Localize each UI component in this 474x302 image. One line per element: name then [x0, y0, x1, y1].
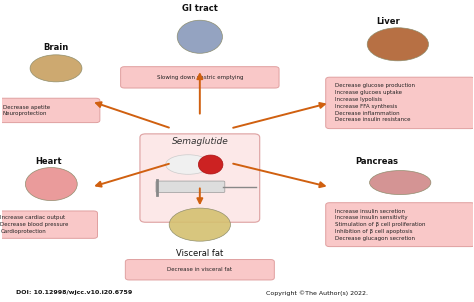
Text: Slowing down gastric emptying: Slowing down gastric emptying: [156, 75, 243, 80]
Ellipse shape: [165, 155, 210, 174]
FancyBboxPatch shape: [326, 203, 474, 247]
Text: Visceral fat: Visceral fat: [176, 249, 223, 258]
FancyBboxPatch shape: [120, 67, 279, 88]
Ellipse shape: [26, 168, 77, 201]
Text: Increase cardiac output
Decrease blood pressure
Cardioprotection: Increase cardiac output Decrease blood p…: [0, 215, 69, 234]
Text: Brain: Brain: [44, 43, 69, 52]
Ellipse shape: [367, 28, 428, 61]
Text: Liver: Liver: [376, 17, 401, 26]
Text: Increase insulin secretion
Increase insulin sensitivity
Stimulation of β cell pr: Increase insulin secretion Increase insu…: [335, 209, 426, 241]
Text: Semaglutide: Semaglutide: [172, 137, 228, 146]
Text: Decrease glucose production
Increase glucoes uptake
Increase lypolisis
Increase : Decrease glucose production Increase glu…: [335, 83, 415, 122]
FancyBboxPatch shape: [140, 134, 260, 222]
Ellipse shape: [169, 208, 230, 241]
Text: Decrease apetite
Neuroprotection: Decrease apetite Neuroprotection: [3, 104, 50, 116]
Ellipse shape: [30, 55, 82, 82]
Text: Heart: Heart: [36, 157, 62, 166]
FancyBboxPatch shape: [0, 211, 98, 238]
Ellipse shape: [177, 20, 222, 53]
Ellipse shape: [370, 171, 431, 194]
FancyBboxPatch shape: [156, 181, 225, 192]
Text: GI tract: GI tract: [182, 4, 218, 13]
Text: DOI: 10.12998/wjcc.v10.i20.6759: DOI: 10.12998/wjcc.v10.i20.6759: [16, 291, 132, 295]
Ellipse shape: [199, 155, 223, 174]
Text: Decrease in visceral fat: Decrease in visceral fat: [167, 267, 232, 272]
Text: Copyright ©The Author(s) 2022.: Copyright ©The Author(s) 2022.: [266, 290, 368, 296]
FancyBboxPatch shape: [125, 259, 274, 280]
Text: Pancreas: Pancreas: [355, 157, 398, 166]
FancyBboxPatch shape: [0, 98, 100, 123]
FancyBboxPatch shape: [326, 77, 474, 129]
